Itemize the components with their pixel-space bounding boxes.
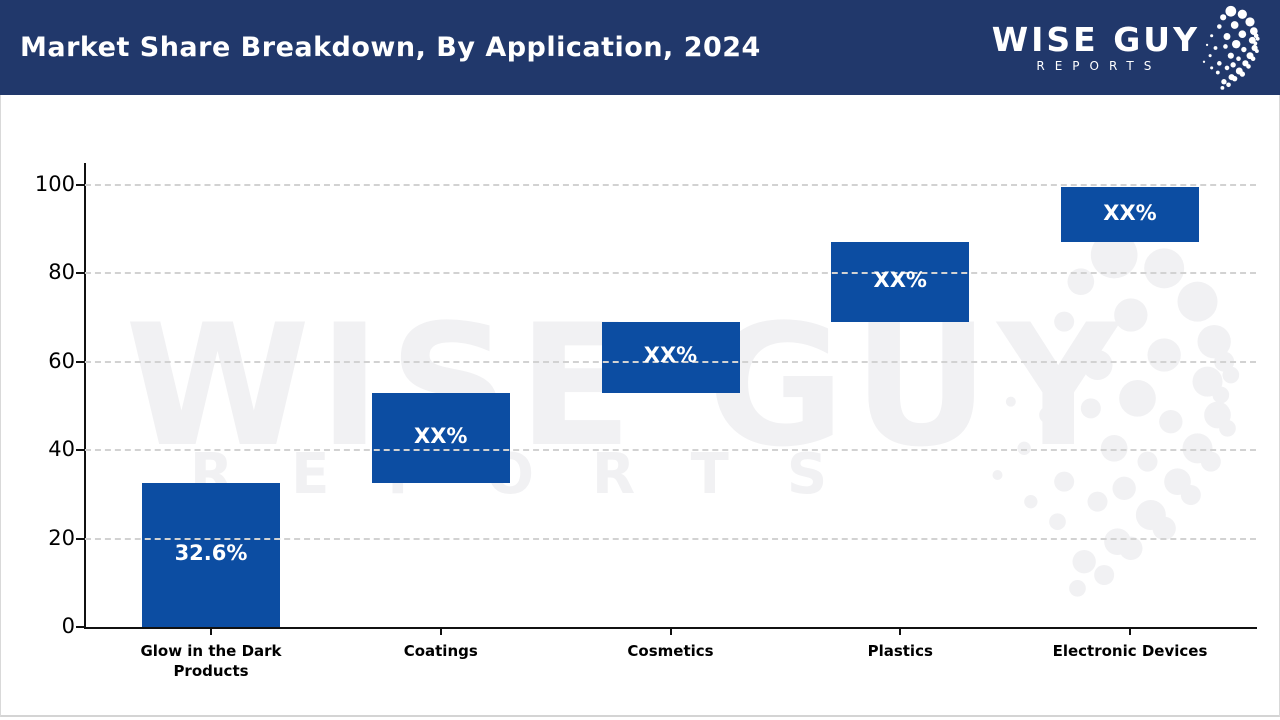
x-axis-tick [210, 627, 212, 635]
bar-value-label: XX% [873, 268, 927, 293]
watermark-subtext: REPORTS [190, 442, 886, 507]
y-tick-label: 40 [48, 437, 75, 462]
x-category-label: Coatings [403, 642, 478, 660]
gridline [85, 184, 1256, 186]
bar-value-label: XX% [643, 343, 698, 368]
brand-logo-text: WISE GUY REPORTS [991, 19, 1200, 73]
bar-value-label: 32.6% [174, 540, 248, 565]
y-axis-tick [76, 184, 84, 186]
chart-title: Market Share Breakdown, By Application, … [20, 32, 761, 63]
y-axis-tick [76, 537, 84, 540]
y-tick-label: 20 [48, 525, 75, 550]
gridline [85, 449, 1256, 452]
gridline [85, 537, 1256, 540]
x-category-label: Electronic Devices [1052, 642, 1208, 660]
gridline [85, 272, 1256, 275]
brand-subname: REPORTS [1036, 58, 1162, 73]
x-axis-tick [669, 627, 672, 635]
y-axis-tick [76, 272, 84, 275]
x-category-label: Plastics [867, 642, 933, 660]
x-axis-tick [1129, 627, 1131, 635]
brand-logo: WISE GUY REPORTS [992, 0, 1268, 95]
gridline [85, 360, 1256, 363]
bar-segment [601, 322, 740, 393]
bar-value-label: XX% [1103, 200, 1157, 225]
watermark-head-icon [925, 215, 1270, 619]
y-tick-label: 0 [61, 614, 75, 638]
x-axis-tick [439, 627, 442, 635]
bar-value-label: XX% [414, 423, 468, 448]
bar-segment [831, 242, 970, 322]
bar-segment [371, 392, 510, 483]
x-category-label: Glow in the Dark Products [140, 642, 282, 680]
y-axis-spine [84, 163, 86, 627]
y-axis-tick [76, 626, 84, 628]
bar-segment [142, 482, 280, 627]
y-tick-label: 80 [48, 260, 75, 285]
header-bar: Market Share Breakdown, By Application, … [0, 0, 1280, 95]
x-category-label: Cosmetics [627, 642, 714, 660]
x-axis-tick [899, 627, 902, 635]
bar-segment [1061, 186, 1199, 243]
y-tick-label: 60 [48, 348, 75, 373]
y-axis-tick [76, 360, 84, 363]
dotted-head-icon [1186, 2, 1268, 94]
brand-name: WISE GUY [991, 19, 1200, 59]
y-axis-tick [76, 449, 84, 452]
y-tick-label: 100 [34, 172, 75, 196]
